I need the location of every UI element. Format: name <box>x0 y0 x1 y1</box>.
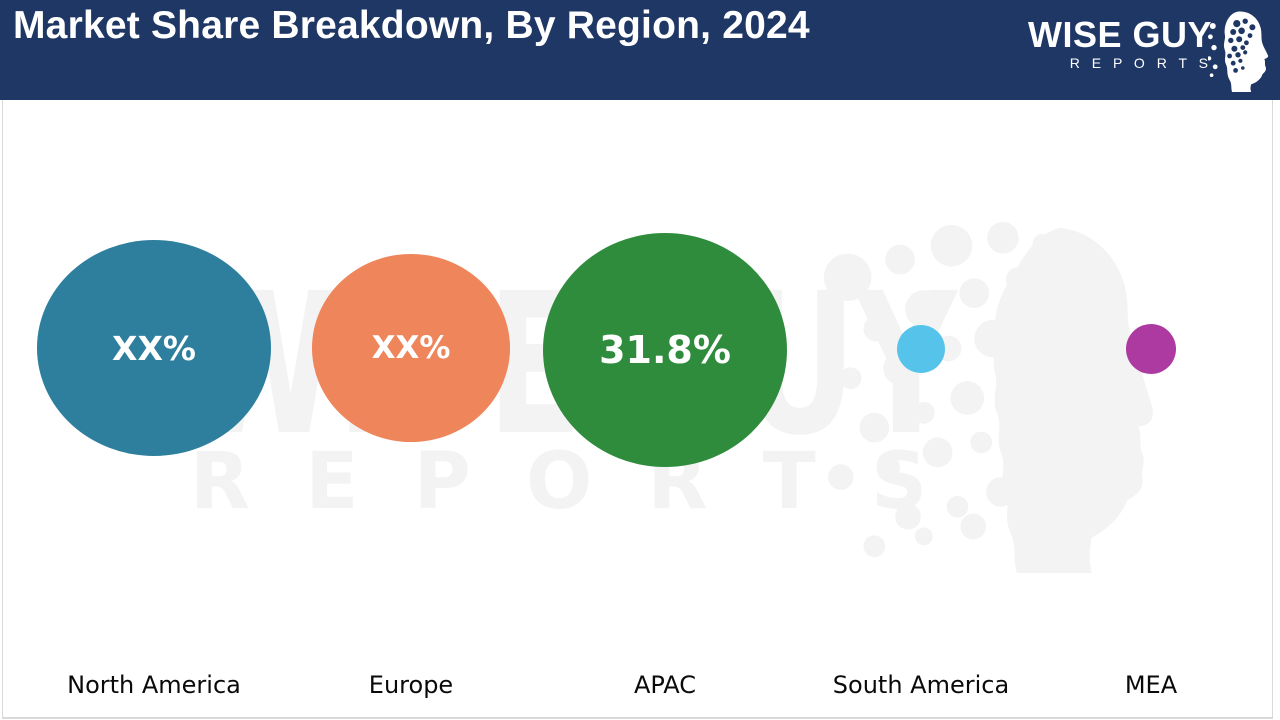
category-label-mea: MEA <box>1124 671 1178 699</box>
frame-border-bottom <box>2 717 1273 719</box>
category-label-apac: APAC <box>633 671 697 699</box>
bubble-north-america: XX% <box>37 240 271 456</box>
category-label-europe: Europe <box>368 671 454 699</box>
bubble-value-label: 31.8% <box>599 328 731 372</box>
header-bar: Market Share Breakdown, By Region, 2024 … <box>0 0 1280 100</box>
frame-border-left <box>2 100 3 718</box>
logo-wordmark: WISE GUY <box>1027 14 1212 55</box>
logo-subtitle: R E P O R T S <box>1069 54 1212 71</box>
page-title: Market Share Breakdown, By Region, 2024 <box>13 4 810 47</box>
bubble-apac: 31.8% <box>543 233 787 467</box>
bubble-value-label: XX% <box>371 330 451 366</box>
bubble-value-label: XX% <box>112 328 196 368</box>
bubble-europe: XX% <box>312 254 510 442</box>
category-label-north-america: North America <box>67 671 241 699</box>
bubble-mea <box>1126 324 1176 374</box>
frame-border-right <box>1272 100 1273 718</box>
wiseguy-logo: WISE GUY R E P O R T S <box>1028 16 1212 70</box>
logo-head-icon <box>1208 11 1269 93</box>
category-label-south-america: South America <box>832 671 1010 699</box>
bubble-south-america <box>897 325 945 373</box>
